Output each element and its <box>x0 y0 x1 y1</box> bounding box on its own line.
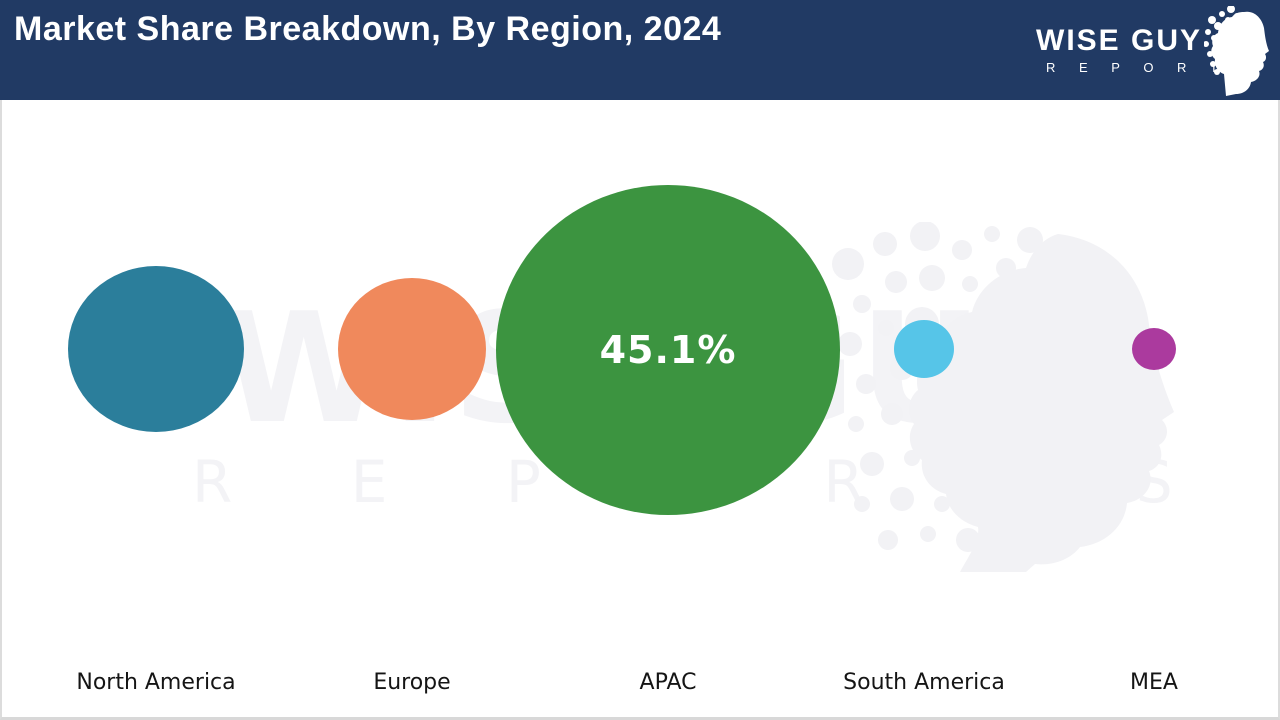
category-labels: North America Europe APAC South America MEA <box>2 100 1278 717</box>
bubble-layer: 45.1% <box>2 100 1278 717</box>
category-label-mea: MEA <box>1130 670 1178 695</box>
bubble-mea <box>1132 328 1176 370</box>
bubble-north-america <box>68 266 244 432</box>
bubble-europe <box>338 278 486 420</box>
bubble-value-label: 45.1% <box>599 328 737 372</box>
brand-logo: WISE GUY R E P O R T S <box>1020 4 1270 96</box>
logo-wordmark: WISE GUY <box>1036 24 1203 57</box>
chart-area: WISE GUY R E P O R T S <box>0 100 1280 720</box>
logo-head-icon <box>1204 6 1269 96</box>
category-label-apac: APAC <box>639 670 697 695</box>
watermark-head-icon <box>832 222 1174 572</box>
category-label-europe: Europe <box>373 670 451 695</box>
header: Market Share Breakdown, By Region, 2024 … <box>0 0 1280 100</box>
bubble-apac: 45.1% <box>496 185 840 515</box>
logo-reports-text: R E P O R T S <box>1046 60 1260 75</box>
category-label-north-america: North America <box>76 670 236 695</box>
page-title: Market Share Breakdown, By Region, 2024 <box>14 10 722 48</box>
category-label-south-america: South America <box>843 670 1005 695</box>
bubble-south-america <box>894 320 954 378</box>
